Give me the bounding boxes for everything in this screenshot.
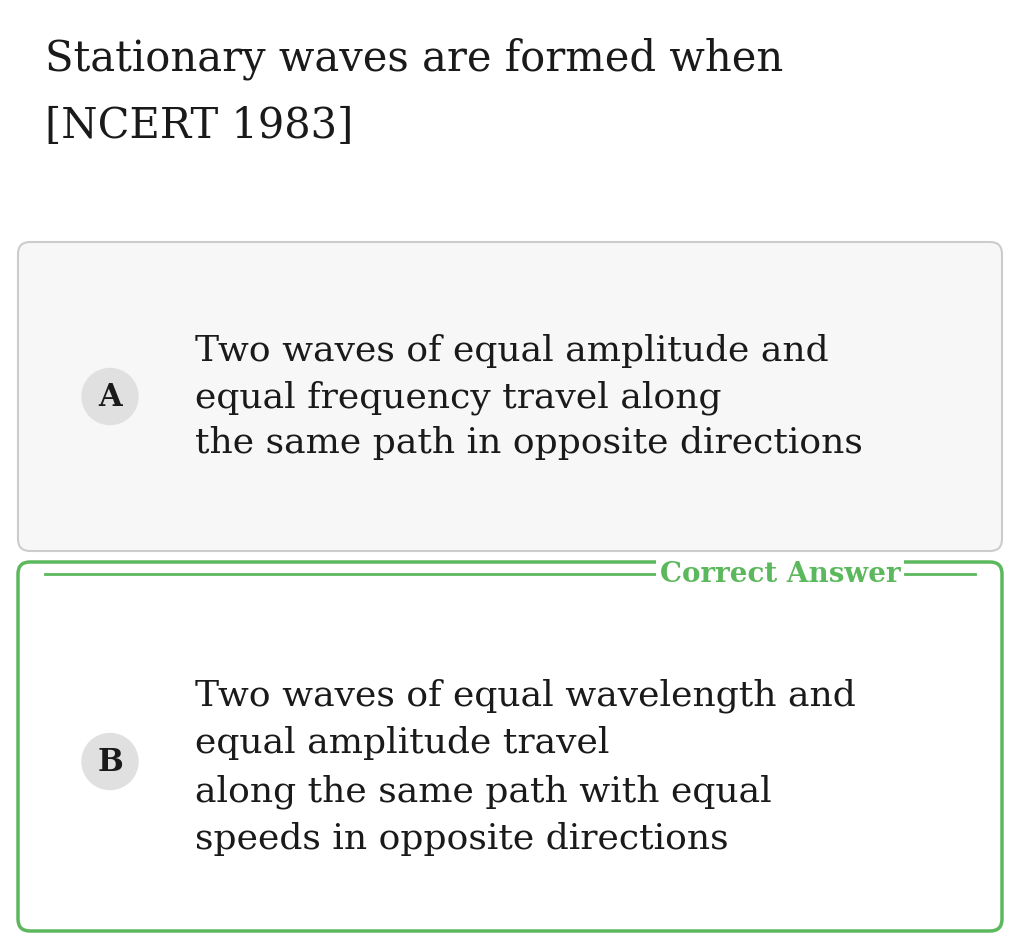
- FancyBboxPatch shape: [18, 242, 1002, 551]
- Text: Two waves of equal amplitude and: Two waves of equal amplitude and: [195, 334, 828, 368]
- FancyBboxPatch shape: [18, 563, 1002, 931]
- Text: speeds in opposite directions: speeds in opposite directions: [195, 822, 729, 856]
- Text: Two waves of equal wavelength and: Two waves of equal wavelength and: [195, 678, 856, 712]
- Text: equal amplitude travel: equal amplitude travel: [195, 725, 609, 760]
- Circle shape: [82, 734, 138, 790]
- Text: B: B: [97, 746, 123, 777]
- Text: along the same path with equal: along the same path with equal: [195, 773, 772, 808]
- Text: Stationary waves are formed when: Stationary waves are formed when: [45, 38, 783, 80]
- Text: equal frequency travel along: equal frequency travel along: [195, 380, 722, 415]
- Text: Correct Answer: Correct Answer: [659, 561, 900, 588]
- Text: A: A: [98, 382, 122, 413]
- Text: [NCERT 1983]: [NCERT 1983]: [45, 105, 353, 147]
- Text: the same path in opposite directions: the same path in opposite directions: [195, 426, 863, 460]
- Circle shape: [82, 369, 138, 425]
